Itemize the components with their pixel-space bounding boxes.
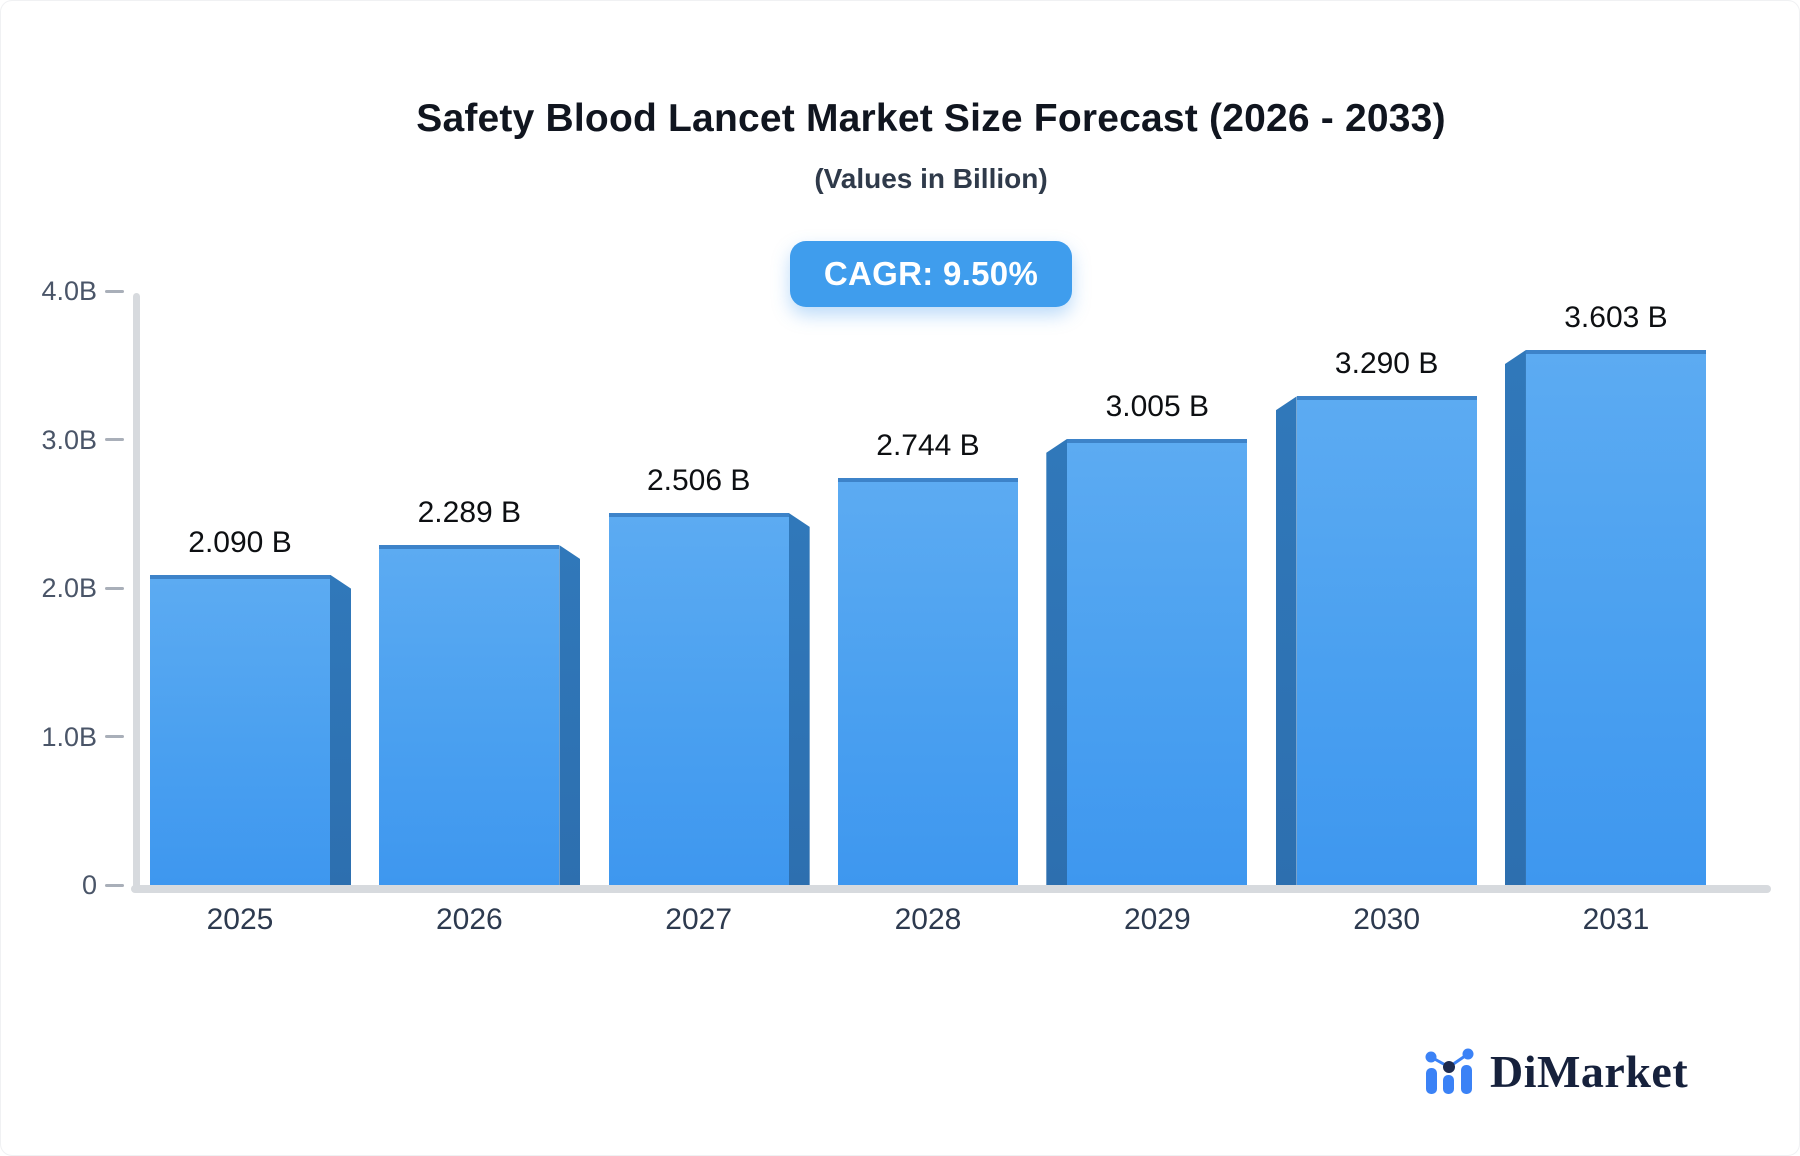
bar-2028 — [837, 477, 1018, 885]
bar-side-2027 — [788, 512, 810, 885]
bar-2031 — [1525, 349, 1706, 885]
bar-value-label: 2.744 B — [876, 428, 980, 462]
bar-2025 — [150, 574, 330, 885]
bar-side-2031 — [1504, 349, 1526, 885]
x-axis-label: 2027 — [665, 903, 733, 936]
bar-2029 — [1067, 438, 1248, 885]
x-axis-label: 2028 — [894, 903, 962, 936]
bar-side-2026 — [559, 545, 581, 885]
y-tick-label: 0 — [81, 870, 97, 900]
bar-2030 — [1296, 396, 1477, 885]
bar-value-label: 2.289 B — [417, 496, 522, 530]
y-tick-mark — [105, 883, 124, 887]
y-axis-line — [133, 293, 140, 889]
bar-value-label: 2.090 B — [188, 525, 292, 559]
bar-value-label: 3.290 B — [1334, 347, 1439, 381]
brand-logo-text: DiMarket — [1490, 1046, 1689, 1097]
x-axis-label: 2029 — [1123, 903, 1191, 936]
y-tick-mark — [105, 438, 124, 441]
y-tick-label: 4.0B — [41, 276, 97, 306]
y-tick-label: 1.0B — [41, 721, 97, 752]
y-tick-mark — [105, 735, 124, 738]
y-tick-mark — [105, 586, 124, 590]
x-axis-line — [131, 885, 1771, 893]
chart-title: Safety Blood Lancet Market Size Forecast… — [416, 97, 1446, 140]
y-tick-mark — [105, 289, 124, 293]
bar-side-2029 — [1046, 438, 1068, 885]
x-axis-label: 2031 — [1582, 903, 1650, 936]
bar-value-label: 3.005 B — [1105, 389, 1210, 423]
chart-header: Safety Blood Lancet Market Size Forecast… — [1, 1, 1799, 307]
y-tick-label: 2.0B — [41, 573, 97, 603]
dimarket-logo-icon — [1425, 1048, 1474, 1094]
bar-2027 — [608, 512, 789, 885]
chart-subtitle: (Values in Billion) — [814, 163, 1048, 194]
bar-2026 — [379, 545, 560, 885]
x-axis-label: 2026 — [435, 903, 503, 936]
x-axis-label: 2030 — [1353, 903, 1421, 936]
cagr-badge: CAGR: 9.50% — [789, 241, 1073, 307]
bar-side-2030 — [1275, 396, 1297, 885]
x-axis-label: 2025 — [206, 903, 274, 936]
bar-value-label: 3.603 B — [1564, 300, 1668, 334]
bar-value-label: 2.506 B — [646, 463, 751, 497]
bar-side-2025 — [330, 574, 351, 885]
y-tick-label: 3.0B — [41, 424, 97, 455]
brand-logo: DiMarket — [1423, 1045, 1688, 1098]
